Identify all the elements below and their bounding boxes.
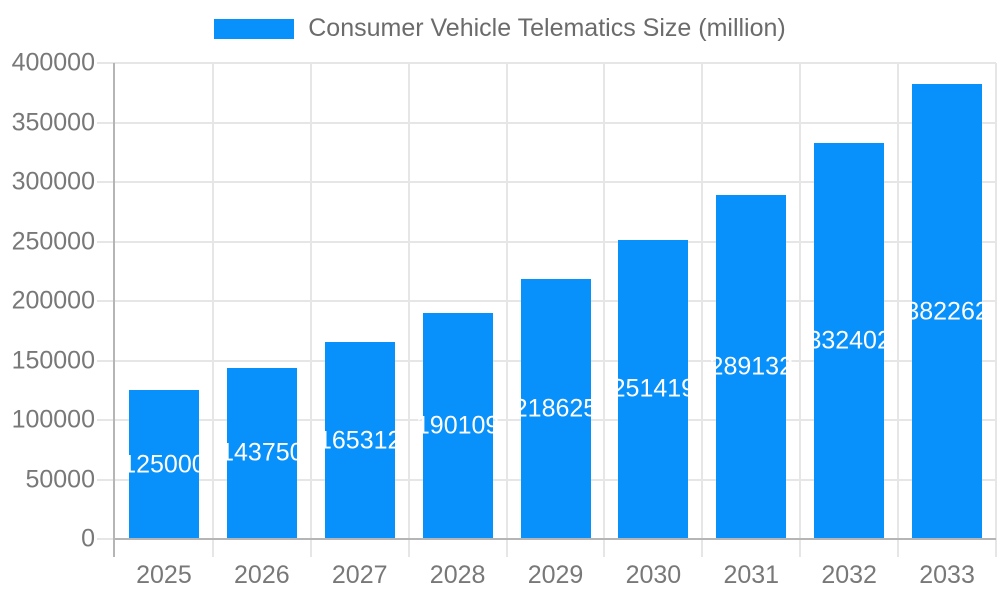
x-axis-label: 2027 [331,561,388,589]
y-axis-tick [97,300,115,302]
y-axis-tick [97,419,115,421]
plot-area: 0 50000 100000 150000 200000 250000 300000 3500… [12,50,997,588]
y-axis-label: 350000 [11,108,95,136]
y-axis-label: 250000 [11,227,95,255]
y-axis-tick [97,121,115,124]
y-axis-label: 150000 [11,346,95,374]
bar[interactable]: 218625 [514,278,597,539]
y-axis-tick [97,62,115,64]
bar-value-label: 382262 [905,297,989,326]
y-axis-tick [97,478,115,481]
bar[interactable]: 143750 [220,367,304,539]
y-axis-label: 0 [81,524,95,553]
gridline [115,121,996,124]
bar-value-label: 190109 [415,411,500,440]
x-axis-label: 2026 [234,561,290,589]
x-axis-label: 2030 [625,561,682,589]
y-axis-label: 50000 [25,465,95,493]
vertical-gridline [407,63,410,557]
vertical-gridline [995,63,997,557]
bar[interactable]: 332402 [807,143,891,539]
x-axis-label: 2029 [527,561,584,589]
bar-value-label: 332402 [807,326,891,355]
gridline [115,181,996,183]
vertical-gridline [505,63,508,557]
vertical-gridline [897,63,900,557]
bar-value-label: 289132 [709,352,793,381]
bar[interactable]: 289132 [710,194,793,539]
y-axis-tick [97,181,115,183]
bar-value-label: 251419 [611,374,696,403]
chart-legend[interactable]: Consumer Vehicle Telematics Size (millio… [0,16,1000,41]
bar-value-label: 143750 [220,438,304,467]
y-axis-label: 400000 [11,48,95,77]
vertical-gridline [211,63,214,557]
y-axis-tick [97,538,115,540]
y-axis-line [113,63,115,557]
bar[interactable]: 382262 [905,84,989,539]
x-axis-label: 2028 [429,561,486,589]
vertical-gridline [701,63,704,557]
bar-value-label: 218625 [513,394,598,423]
bar-value-label: 165312 [318,426,402,455]
legend-swatch [214,18,295,39]
vertical-gridline [799,63,802,557]
x-axis-line [113,538,996,540]
gridline [115,62,996,64]
bar[interactable]: 125000 [122,390,206,539]
x-axis-label: 2032 [821,561,877,589]
x-axis-label: 2031 [723,561,780,589]
y-axis-label: 300000 [11,167,95,196]
gridline [115,240,996,243]
bar[interactable]: 165312 [318,342,401,539]
x-axis-label: 2033 [919,561,975,589]
x-axis-label: 2025 [136,561,192,589]
y-axis-label: 200000 [11,286,95,315]
y-axis-label: 100000 [11,405,95,434]
y-axis-tick [97,240,115,243]
legend-label: Consumer Vehicle Telematics Size (millio… [308,14,786,42]
vertical-gridline [603,63,606,557]
y-axis-tick [97,359,115,362]
bar[interactable]: 190109 [416,312,499,539]
bar-value-label: 125000 [122,450,206,479]
bar[interactable]: 251419 [612,239,695,539]
vertical-gridline [309,63,312,557]
